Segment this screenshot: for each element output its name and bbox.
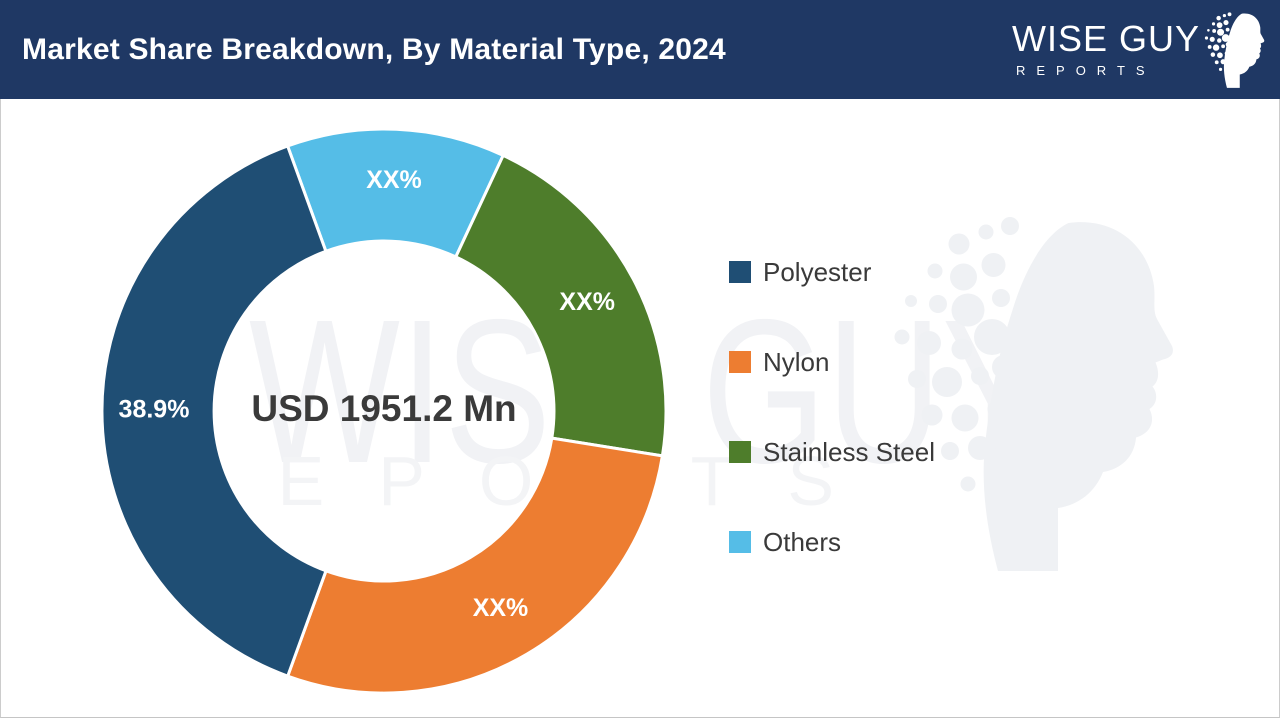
logo-text: WISE GUY REPORTS — [1011, 18, 1200, 79]
header-bar: Market Share Breakdown, By Material Type… — [0, 0, 1280, 99]
donut-center-value: USD 1951.2 Mn — [251, 388, 516, 429]
slice-label-others: XX% — [366, 166, 422, 194]
legend-swatch-others — [729, 531, 751, 553]
watermark-face-icon — [894, 217, 1173, 571]
legend-item-nylon: Nylon — [729, 345, 829, 379]
wise-guy-logo: WISE GUY REPORTS — [1012, 11, 1266, 88]
watermark-reports-text: REPORTS — [173, 442, 889, 520]
legend-label-stainless-steel: Stainless Steel — [763, 436, 935, 467]
legend-swatch-stainless-steel — [729, 441, 751, 463]
legend-label-nylon: Nylon — [763, 346, 830, 377]
legend-swatch-nylon — [729, 351, 751, 373]
legend-item-polyester: Polyester — [729, 255, 871, 289]
slice-polyester — [100, 144, 328, 678]
donut-chart: XX% XX% XX% 38.9% USD 1951.2 Mn — [100, 127, 668, 695]
legend-item-others: Others — [729, 525, 841, 559]
legend-swatch-polyester — [729, 261, 751, 283]
legend-item-stainless-steel: Stainless Steel — [729, 435, 935, 469]
logo-name: WISE GUY — [1011, 18, 1200, 59]
logo-subtitle: REPORTS — [1015, 63, 1156, 78]
slice-label-polyester: 38.9% — [119, 396, 190, 424]
slice-label-stainless-steel: XX% — [559, 288, 615, 316]
slice-nylon — [286, 436, 664, 695]
wise-guy-face-icon — [1204, 12, 1265, 88]
donut-slice-labels: XX% XX% XX% 38.9% — [119, 166, 615, 622]
slice-stainless-steel — [454, 153, 668, 458]
donut-slices — [100, 127, 668, 695]
chart-panel: WISE GUY REPORTS XX% XX% XX% 38.9% USD 1951… — [0, 99, 1280, 718]
legend-label-polyester: Polyester — [763, 256, 872, 287]
legend-label-others: Others — [763, 526, 842, 557]
page-title: Market Share Breakdown, By Material Type… — [22, 32, 726, 66]
slice-label-nylon: XX% — [473, 594, 529, 622]
